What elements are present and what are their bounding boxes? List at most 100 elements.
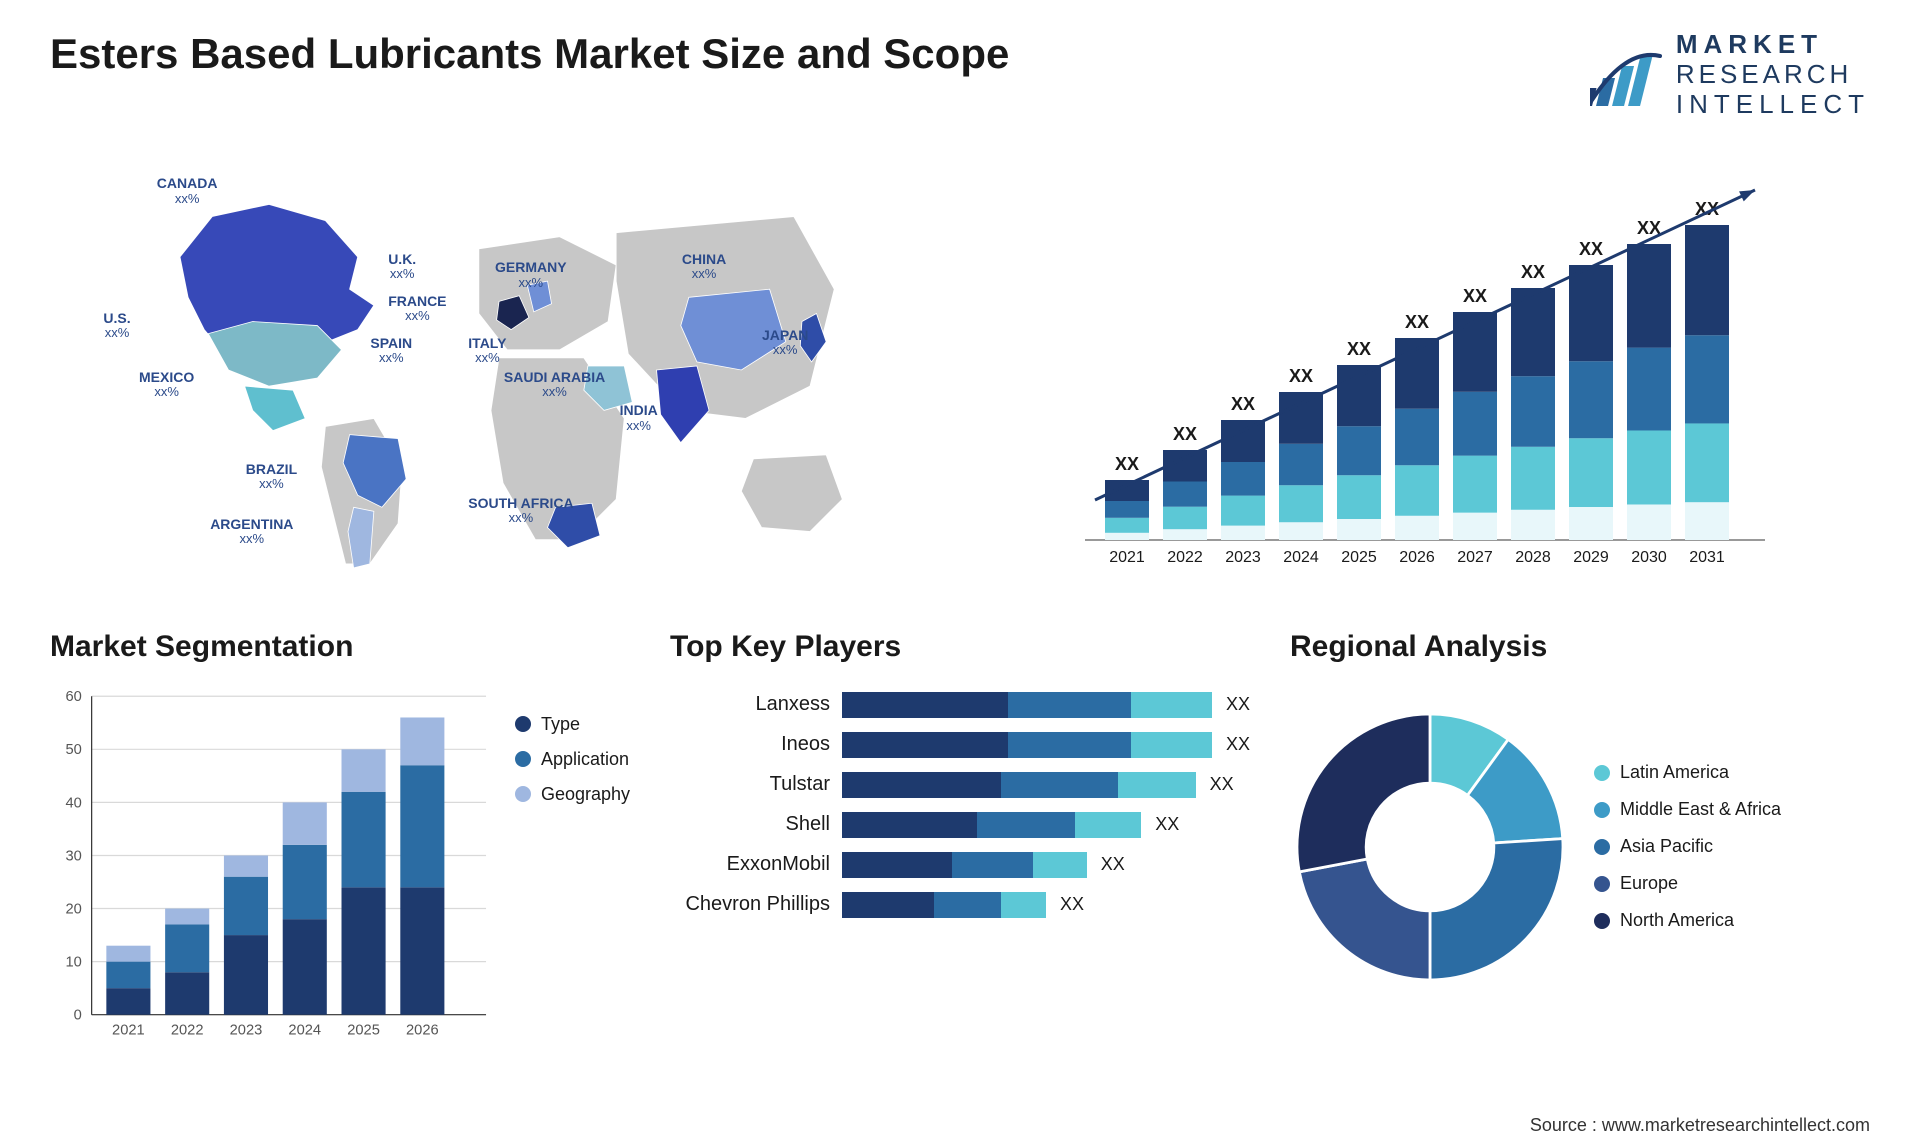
svg-text:30: 30: [66, 848, 82, 864]
player-value: XX: [1226, 694, 1250, 715]
country-label: SAUDI ARABIAxx%: [504, 370, 605, 400]
country-label: JAPANxx%: [762, 328, 808, 358]
country-label: CHINAxx%: [682, 252, 726, 282]
forecast-chart-panel: XX2021XX2022XX2023XX2024XX2025XX2026XX20…: [980, 160, 1870, 580]
player-name: Tulstar: [670, 773, 830, 796]
regional-donut: [1290, 707, 1570, 987]
country-label: ARGENTINAxx%: [210, 517, 293, 547]
svg-text:2023: 2023: [230, 1022, 263, 1038]
legend-item: Europe: [1594, 873, 1781, 894]
legend-item: Type: [515, 714, 630, 735]
player-name: Chevron Phillips: [670, 893, 830, 916]
player-bar: [842, 852, 1087, 878]
player-value: XX: [1155, 814, 1179, 835]
svg-text:2028: 2028: [1515, 549, 1551, 566]
legend-item: Application: [515, 749, 630, 770]
player-name: Lanxess: [670, 693, 830, 716]
svg-text:2022: 2022: [171, 1022, 204, 1038]
player-bar: [842, 892, 1046, 918]
regional-title: Regional Analysis: [1290, 630, 1870, 664]
bottom-row: Market Segmentation 01020304050602021202…: [50, 630, 1870, 1010]
player-value: XX: [1060, 894, 1084, 915]
legend-label: Asia Pacific: [1620, 836, 1713, 857]
svg-text:2030: 2030: [1631, 549, 1667, 566]
svg-text:2027: 2027: [1457, 549, 1493, 566]
svg-text:2025: 2025: [1341, 549, 1377, 566]
legend-label: Type: [541, 714, 580, 735]
player-row: Ineos XX: [670, 732, 1250, 758]
country-label: CANADAxx%: [157, 176, 218, 206]
regional-panel: Regional Analysis Latin AmericaMiddle Ea…: [1290, 630, 1870, 1010]
player-row: ExxonMobilXX: [670, 852, 1250, 878]
country-label: MEXICOxx%: [139, 370, 194, 400]
players-panel: Top Key Players Lanxess XX Ineos XX Tulstar X…: [670, 630, 1250, 1010]
legend-dot: [515, 751, 531, 767]
legend-label: Latin America: [1620, 762, 1729, 783]
svg-text:2022: 2022: [1167, 549, 1203, 566]
svg-text:XX: XX: [1347, 339, 1371, 359]
svg-text:2021: 2021: [112, 1022, 145, 1038]
svg-text:XX: XX: [1463, 286, 1487, 306]
legend-dot: [515, 786, 531, 802]
svg-text:2024: 2024: [288, 1022, 321, 1038]
donut-slice: [1430, 838, 1563, 979]
country-label: INDIAxx%: [620, 403, 658, 433]
svg-text:40: 40: [66, 795, 82, 811]
legend-label: Application: [541, 749, 629, 770]
svg-text:XX: XX: [1289, 366, 1313, 386]
svg-text:2026: 2026: [1399, 549, 1435, 566]
svg-text:0: 0: [74, 1007, 82, 1023]
svg-text:50: 50: [66, 742, 82, 758]
legend-dot: [1594, 913, 1610, 929]
legend-dot: [1594, 876, 1610, 892]
player-bar: [842, 812, 1141, 838]
top-row: CANADAxx%U.S.xx%MEXICOxx%BRAZILxx%ARGENT…: [50, 160, 1870, 580]
world-map-panel: CANADAxx%U.S.xx%MEXICOxx%BRAZILxx%ARGENT…: [50, 160, 940, 580]
player-row: Chevron Phillips XX: [670, 892, 1250, 918]
player-bar: [842, 692, 1212, 718]
legend-dot: [1594, 765, 1610, 781]
svg-text:2023: 2023: [1225, 549, 1261, 566]
svg-text:2029: 2029: [1573, 549, 1609, 566]
country-label: GERMANYxx%: [495, 260, 567, 290]
players-title: Top Key Players: [670, 630, 1250, 664]
legend-dot: [515, 716, 531, 732]
logo-text: MARKET RESEARCH INTELLECT: [1676, 30, 1870, 120]
legend-item: Asia Pacific: [1594, 836, 1781, 857]
legend-item: Geography: [515, 784, 630, 805]
source-attribution: Source : www.marketresearchintellect.com: [1530, 1115, 1870, 1136]
svg-text:20: 20: [66, 901, 82, 917]
country-label: U.S.xx%: [103, 311, 130, 341]
svg-text:2021: 2021: [1109, 549, 1145, 566]
svg-text:XX: XX: [1115, 454, 1139, 474]
svg-text:2026: 2026: [406, 1022, 439, 1038]
country-label: SPAINxx%: [370, 336, 412, 366]
svg-text:10: 10: [66, 954, 82, 970]
legend-label: North America: [1620, 910, 1734, 931]
page-title: Esters Based Lubricants Market Size and …: [50, 30, 1009, 78]
legend-dot: [1594, 839, 1610, 855]
player-name: Ineos: [670, 733, 830, 756]
player-bar: [842, 732, 1212, 758]
country-label: FRANCExx%: [388, 294, 446, 324]
legend-item: North America: [1594, 910, 1781, 931]
svg-text:XX: XX: [1579, 239, 1603, 259]
svg-text:2025: 2025: [347, 1022, 380, 1038]
player-name: ExxonMobil: [670, 853, 830, 876]
country-label: U.K.xx%: [388, 252, 416, 282]
player-value: XX: [1226, 734, 1250, 755]
player-row: Lanxess XX: [670, 692, 1250, 718]
legend-item: Latin America: [1594, 762, 1781, 783]
player-row: Tulstar XX: [670, 772, 1250, 798]
svg-text:60: 60: [66, 689, 82, 705]
header: Esters Based Lubricants Market Size and …: [50, 30, 1870, 120]
svg-text:XX: XX: [1231, 394, 1255, 414]
svg-text:XX: XX: [1405, 312, 1429, 332]
donut-slice: [1297, 714, 1430, 872]
legend-label: Europe: [1620, 873, 1678, 894]
svg-text:2031: 2031: [1689, 549, 1725, 566]
segmentation-chart: 0 10 20 30 40 50 60 2021 2022 2023 2024 2025 2026: [50, 684, 491, 1051]
svg-text:XX: XX: [1173, 424, 1197, 444]
country-label: ITALYxx%: [468, 336, 506, 366]
player-value: XX: [1210, 774, 1234, 795]
